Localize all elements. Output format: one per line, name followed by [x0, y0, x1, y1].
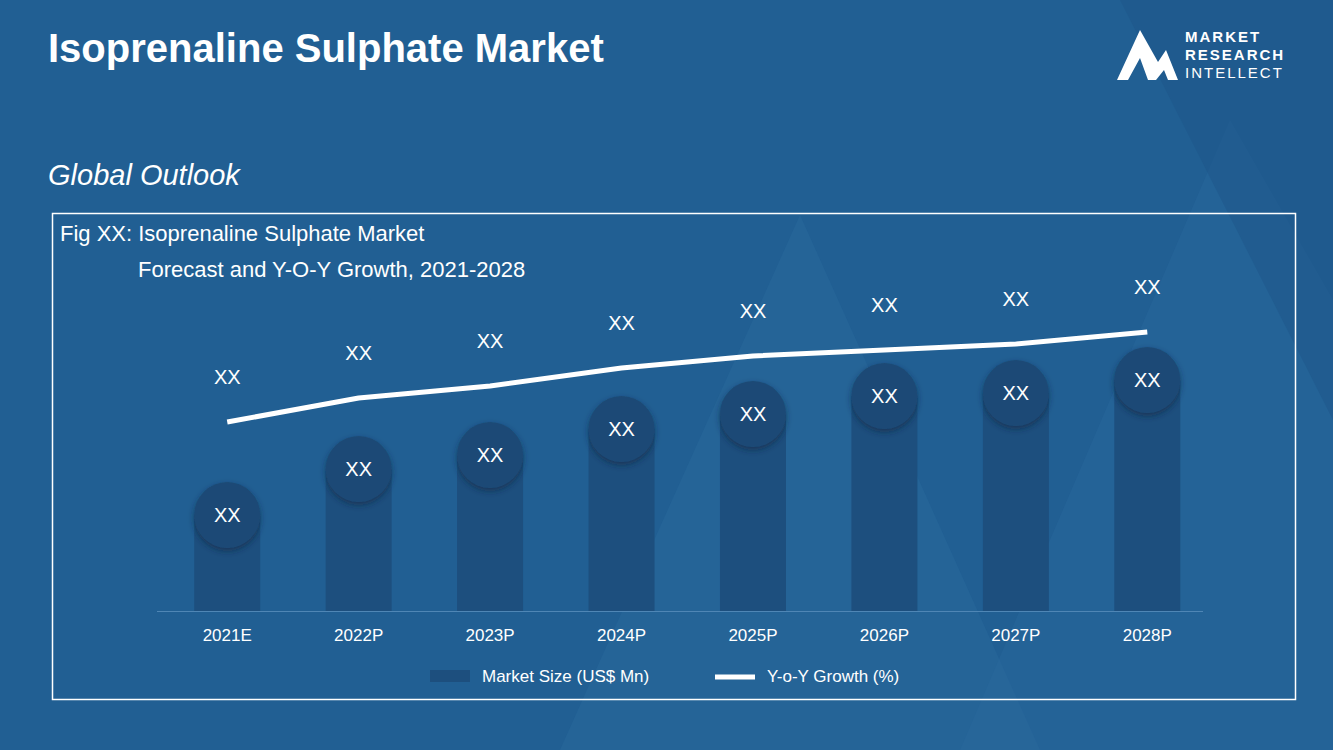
data-label: XX — [345, 342, 372, 364]
data-label: XX — [871, 385, 898, 407]
x-tick-label: 2026P — [860, 626, 909, 645]
bar-cap — [589, 396, 655, 462]
marks — [194, 332, 1180, 611]
x-tick-label: 2027P — [991, 626, 1040, 645]
data-label: XX — [1003, 288, 1030, 310]
x-tick-label: 2024P — [597, 626, 646, 645]
bar-cap — [983, 360, 1049, 426]
subtitle: Global Outlook — [48, 159, 241, 191]
bar-cap — [720, 381, 786, 447]
bar-cap — [457, 422, 523, 488]
title: Isoprenaline Sulphate Market — [48, 26, 604, 70]
bar-cap — [326, 436, 392, 502]
x-tick-label: 2021E — [203, 626, 252, 645]
x-tick-label: 2023P — [466, 626, 515, 645]
data-label: XX — [1134, 369, 1161, 391]
data-label: XX — [608, 312, 635, 334]
data-label: XX — [871, 294, 898, 316]
data-label: XX — [608, 418, 635, 440]
data-label: XX — [740, 403, 767, 425]
legend-label: Market Size (US$ Mn) — [482, 667, 649, 686]
logo-icon — [1117, 30, 1178, 80]
legend-swatch — [715, 675, 755, 680]
growth-line — [227, 332, 1147, 422]
figure-title: Forecast and Y-O-Y Growth, 2021-2028 — [138, 257, 525, 282]
brand-text: RESEARCH — [1185, 46, 1285, 63]
data-label: XX — [1134, 276, 1161, 298]
frame — [53, 214, 1296, 700]
bar-cap — [1114, 347, 1180, 413]
data-label: XX — [214, 504, 241, 526]
figure-title: Fig XX: Isoprenaline Sulphate Market — [60, 221, 424, 246]
legend-swatch — [430, 670, 470, 682]
x-tick-label: 2022P — [334, 626, 383, 645]
data-label: XX — [345, 458, 372, 480]
data-label: XX — [477, 444, 504, 466]
x-axis — [157, 611, 1203, 612]
chart: Isoprenaline Sulphate Market Global Outlo… — [0, 0, 1333, 750]
brand-text: INTELLECT — [1185, 64, 1284, 81]
x-tick-label: 2025P — [728, 626, 777, 645]
data-label: XX — [214, 366, 241, 388]
bar — [1114, 380, 1180, 611]
x-tick-label: 2028P — [1123, 626, 1172, 645]
legend-label: Y-o-Y Growth (%) — [767, 667, 899, 686]
bar-cap — [194, 482, 260, 548]
labels: XX XX XX XX XX XX XX XX XX XX XX XX XX XX XX XX — [214, 276, 1161, 526]
bar-cap — [851, 363, 917, 429]
data-label: XX — [1003, 382, 1030, 404]
background — [0, 0, 1333, 750]
brand-text: MARKET — [1185, 28, 1261, 45]
data-label: XX — [740, 300, 767, 322]
data-label: XX — [477, 330, 504, 352]
